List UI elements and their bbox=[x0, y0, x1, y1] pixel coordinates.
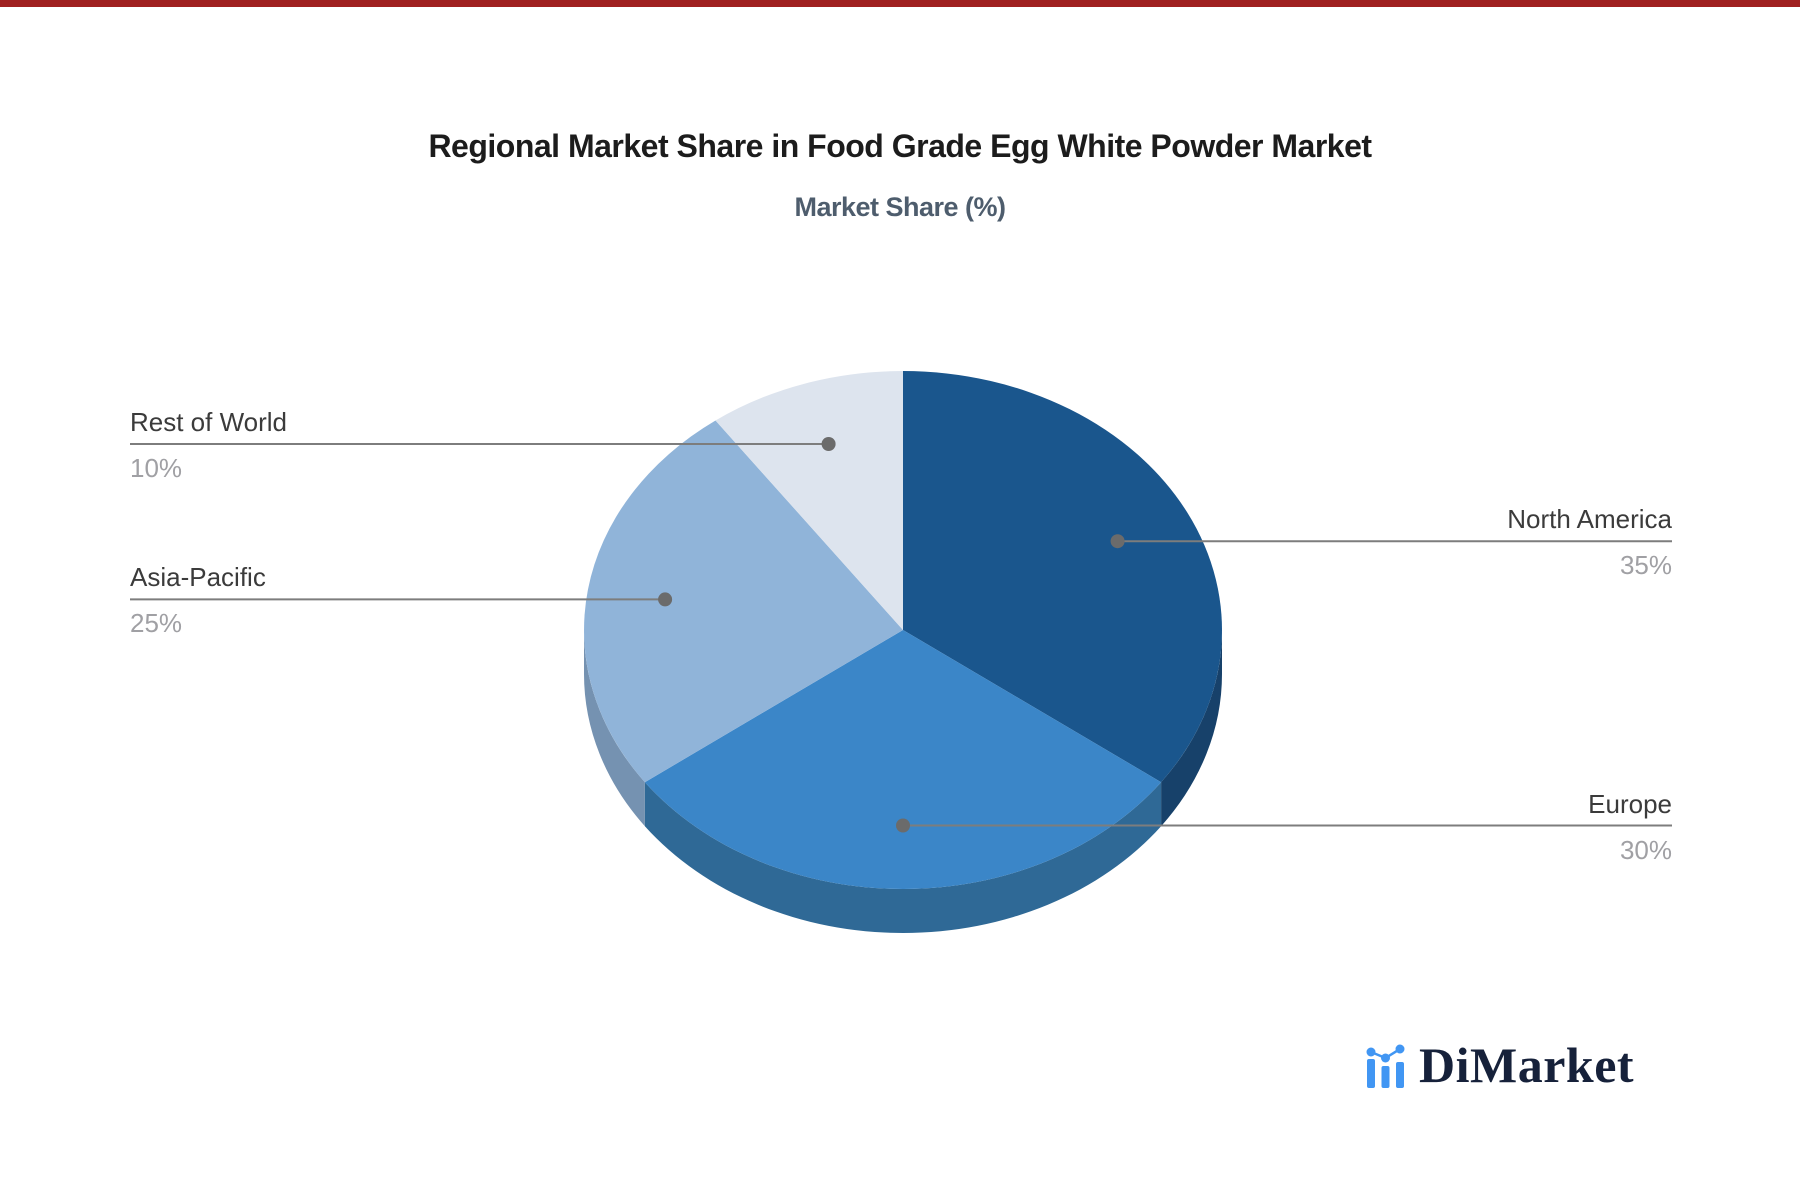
slice-label-europe: Europe bbox=[1588, 788, 1672, 819]
slice-value-asia-pacific: 25% bbox=[130, 608, 183, 639]
bar-chart-logo-icon bbox=[1366, 1044, 1405, 1088]
pie-slice-europe[interactable] bbox=[644, 630, 1162, 889]
slice-value-north-america: 35% bbox=[1619, 550, 1672, 581]
top-accent-strip bbox=[0, 0, 1800, 7]
slice-label-rest-of-world: Rest of World bbox=[130, 407, 288, 437]
chart-subtitle: Market Share (%) bbox=[794, 192, 1006, 222]
brand-name: DiMarket bbox=[1419, 1037, 1635, 1093]
leader-dot-rest-of-world bbox=[821, 437, 836, 451]
logo-bar bbox=[1396, 1062, 1404, 1088]
leader-dot-north-america bbox=[1110, 534, 1125, 549]
logo-dot bbox=[1381, 1053, 1390, 1063]
pie-slice-side-north-america bbox=[1161, 630, 1222, 827]
logo-dot bbox=[1366, 1047, 1376, 1057]
logo-bar bbox=[1381, 1066, 1390, 1088]
logo-bar bbox=[1367, 1059, 1375, 1088]
brand-logo: DiMarket bbox=[1366, 1037, 1635, 1093]
pie-slice-asia-pacific[interactable] bbox=[584, 420, 903, 783]
pie-slice-side-europe bbox=[644, 782, 1162, 933]
chart-title: Regional Market Share in Food Grade Egg … bbox=[428, 128, 1372, 164]
slice-label-asia-pacific: Asia-Pacific bbox=[130, 562, 266, 593]
leader-dot-europe bbox=[896, 818, 910, 833]
slice-value-rest-of-world: 10% bbox=[130, 453, 183, 483]
logo-dot bbox=[1395, 1044, 1405, 1054]
slice-value-europe: 30% bbox=[1619, 834, 1672, 865]
slice-label-north-america: North America bbox=[1507, 504, 1672, 535]
pie-slice-side-asia-pacific bbox=[584, 630, 645, 827]
pie-slice-north-america[interactable] bbox=[903, 371, 1222, 783]
leader-dot-asia-pacific bbox=[658, 592, 673, 607]
pie-slice-rest-of-world[interactable] bbox=[715, 371, 904, 630]
